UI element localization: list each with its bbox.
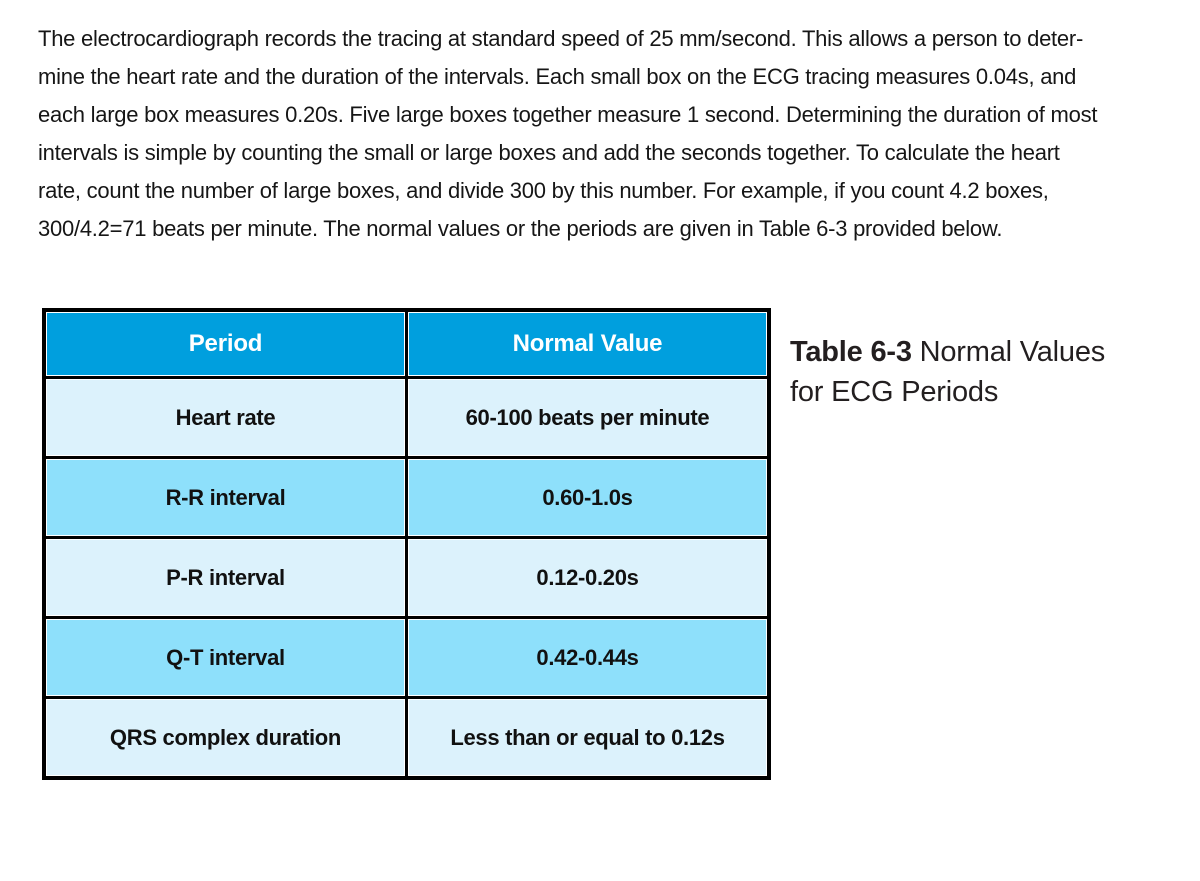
period-cell: Heart rate	[46, 379, 405, 456]
value-cell: 60-100 beats per minute	[408, 379, 767, 456]
table-caption-label: Table 6-3	[790, 336, 912, 368]
period-cell: R-R interval	[46, 459, 405, 536]
intro-line: 300/4.2=71 beats per minute. The normal …	[38, 216, 1003, 241]
table-caption-line: Table 6-3 Normal Values	[790, 332, 1105, 372]
intro-line: intervals is simple by counting the smal…	[38, 140, 1060, 165]
value-cell: 0.60-1.0s	[408, 459, 767, 536]
table-caption-line: for ECG Periods	[790, 376, 999, 408]
value-cell: Less than or equal to 0.12s	[408, 699, 767, 776]
table-row: P-R interval 0.12-0.20s	[46, 539, 767, 616]
period-cell: QRS complex duration	[46, 699, 405, 776]
table-row: R-R interval 0.60-1.0s	[46, 459, 767, 536]
table-caption: Table 6-3 Normal Values for ECG Periods	[790, 332, 1105, 412]
header-row: Period Normal Value	[46, 312, 767, 376]
value-cell: 0.12-0.20s	[408, 539, 767, 616]
table-row: QRS complex duration Less than or equal …	[46, 699, 767, 776]
intro-paragraph: The electrocardiograph records the traci…	[38, 20, 1097, 248]
intro-line: The electrocardiograph records the traci…	[38, 26, 1084, 51]
table-caption-text: Normal Values	[911, 336, 1106, 368]
period-cell: P-R interval	[46, 539, 405, 616]
value-cell: 0.42-0.44s	[408, 619, 767, 696]
intro-line: each large box measures 0.20s. Five larg…	[38, 102, 1098, 127]
intro-line: rate, count the number of large boxes, a…	[38, 178, 1049, 203]
table-row: Q-T interval 0.42-0.44s	[46, 619, 767, 696]
column-header-normal-value: Normal Value	[408, 312, 767, 376]
table-row: Heart rate 60-100 beats per minute	[46, 379, 767, 456]
period-cell: Q-T interval	[46, 619, 405, 696]
ecg-periods-table: Period Normal Value Heart rate 60-100 be…	[42, 308, 771, 780]
intro-line: mine the heart rate and the duration of …	[38, 64, 1077, 89]
column-header-period: Period	[46, 312, 405, 376]
